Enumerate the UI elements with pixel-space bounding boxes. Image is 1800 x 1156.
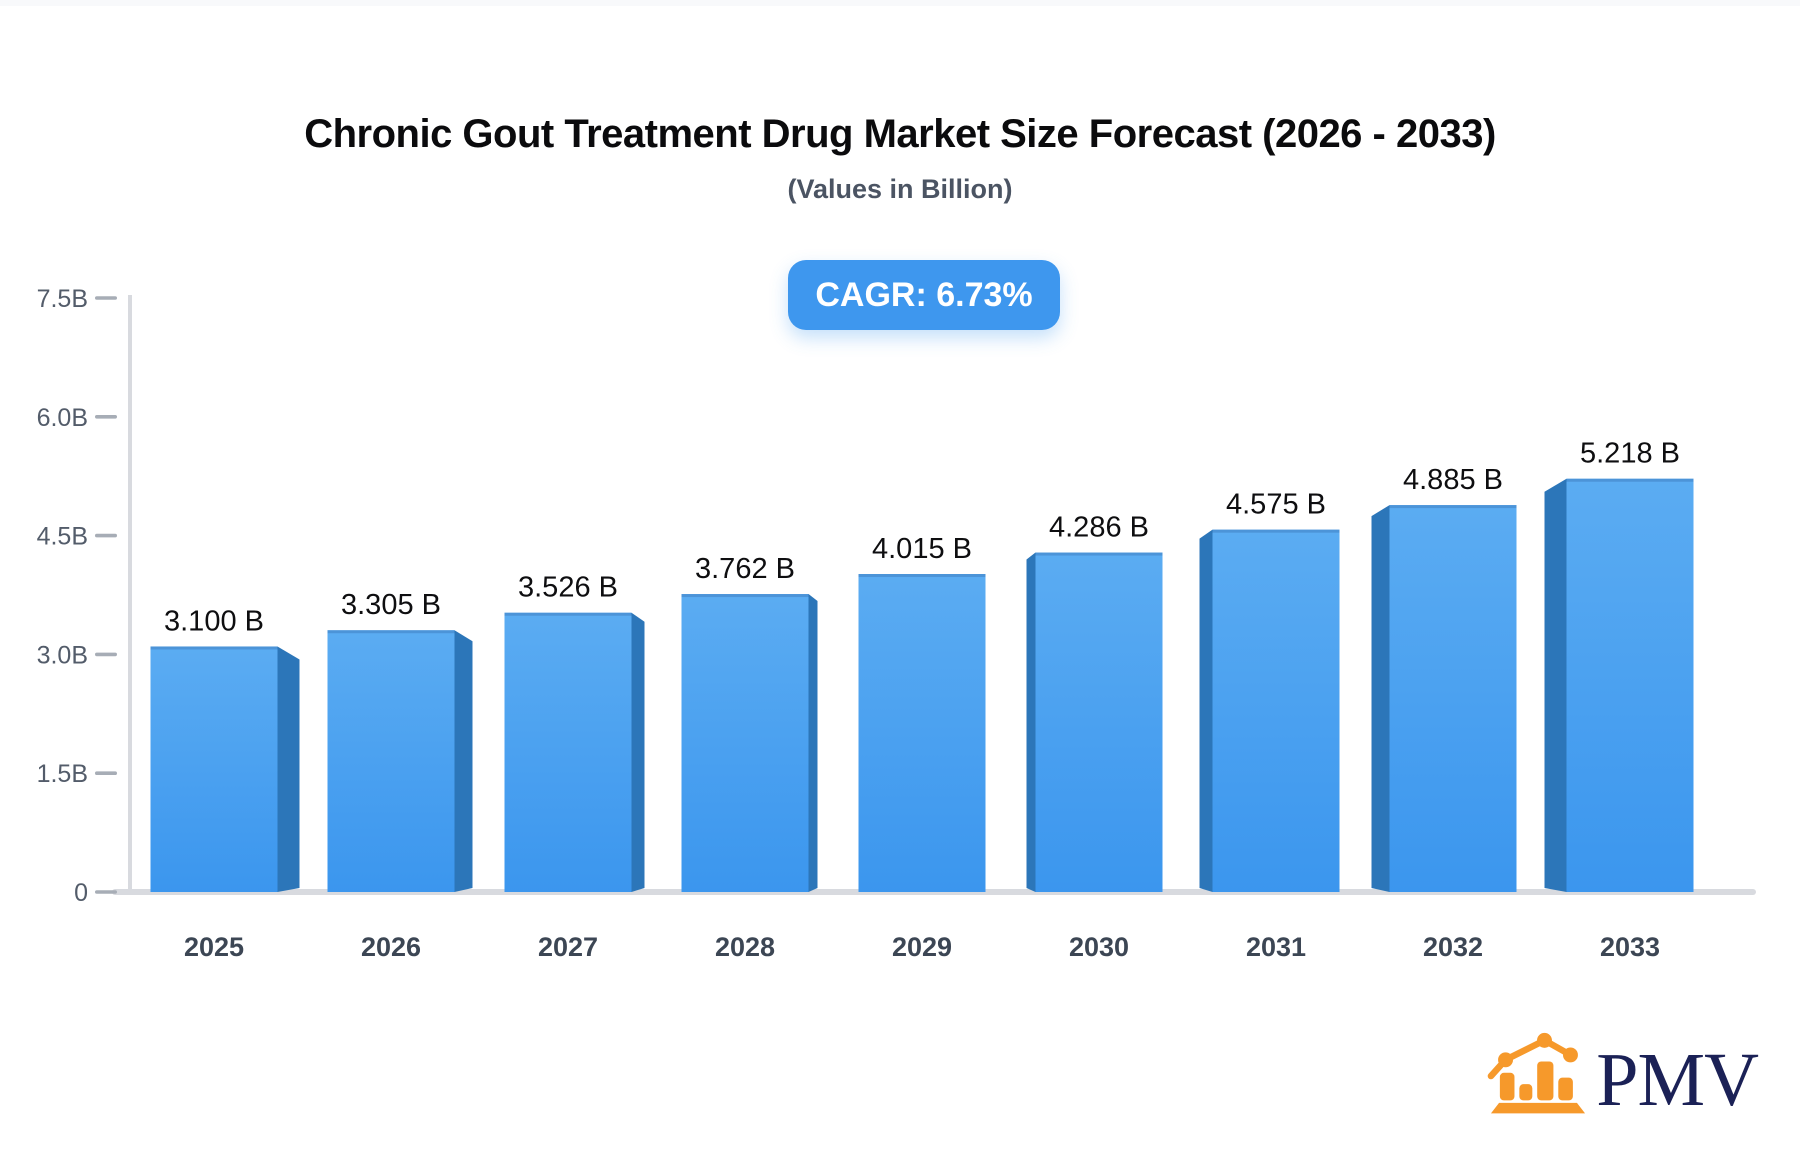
bar-side-face	[631, 612, 645, 892]
y-tick-mark	[95, 771, 117, 775]
pmv-logo-link[interactable]: PMV	[1486, 1032, 1759, 1122]
y-tick-mark	[95, 296, 117, 300]
bar-side-face	[1544, 478, 1567, 892]
bar-value-label: 5.218 B	[1580, 438, 1680, 470]
bar-side-face	[277, 646, 300, 892]
y-tick-mark	[95, 652, 117, 657]
bar-value-label: 4.575 B	[1226, 489, 1326, 521]
bar-side-face	[1199, 529, 1213, 892]
y-tick-label: 4.5B	[37, 523, 88, 551]
x-category-label: 2025	[184, 932, 244, 962]
bar-2029[interactable]: 4.015 B 2029	[858, 533, 986, 962]
page-subtitle: (Values in Billion)	[787, 174, 1013, 204]
bar-top-edge	[150, 646, 278, 650]
bar-value-label: 3.526 B	[518, 572, 618, 604]
bar-2025[interactable]: 3.100 B 2025	[150, 605, 300, 962]
x-category-label: 2032	[1423, 932, 1483, 962]
y-tick-label: 7.5B	[37, 285, 88, 313]
bar-value-label: 4.015 B	[872, 533, 972, 565]
y-tick-mark	[95, 533, 117, 538]
bar-side-face	[454, 630, 473, 892]
y-tick-label: 0	[74, 879, 88, 907]
y-tick-mark	[95, 415, 117, 419]
bar-side-face	[1371, 505, 1390, 892]
bar-face	[1212, 529, 1340, 892]
bar-value-label: 3.762 B	[695, 553, 795, 585]
bar-face	[327, 630, 455, 892]
bar-top-edge	[1389, 505, 1517, 509]
bar-face	[681, 594, 809, 892]
bar-2026[interactable]: 3.305 B 2026	[327, 589, 473, 962]
bar-top-edge	[1035, 552, 1163, 556]
x-category-label: 2026	[361, 932, 421, 962]
bar-top-edge	[327, 630, 455, 634]
y-tick-mark	[95, 890, 117, 894]
bar-face	[1389, 505, 1517, 892]
bar-side-face	[808, 594, 818, 892]
bar-top-edge	[681, 594, 809, 598]
x-category-label: 2030	[1069, 932, 1129, 962]
bar-value-label: 4.885 B	[1403, 464, 1503, 496]
bar-2033[interactable]: 5.218 B 2033	[1544, 438, 1694, 962]
y-axis-line	[128, 295, 132, 895]
forecast-bar-chart: 7.5B 6.0B 4.5B 3.0B 1.5B 0 3.100 B 2025 3.305 B 2…	[37, 285, 1756, 962]
bar-2032[interactable]: 4.885 B 2032	[1371, 464, 1517, 962]
x-category-label: 2031	[1246, 932, 1306, 962]
bar-2030[interactable]: 4.286 B 2030	[1026, 512, 1163, 962]
bar-face	[858, 574, 986, 892]
page-title: Chronic Gout Treatment Drug Market Size …	[304, 112, 1496, 156]
bar-chart-logo-icon	[1486, 1029, 1590, 1120]
bar-face	[150, 646, 278, 892]
bar-top-edge	[1212, 529, 1340, 533]
bar-2031[interactable]: 4.575 B 2031	[1199, 489, 1340, 962]
bar-value-label: 3.100 B	[164, 605, 264, 637]
x-category-label: 2033	[1600, 932, 1660, 962]
y-tick-label: 6.0B	[37, 404, 88, 432]
x-category-label: 2028	[715, 932, 775, 962]
bar-face	[1566, 478, 1694, 892]
bar-value-label: 3.305 B	[341, 589, 441, 621]
x-category-label: 2027	[538, 932, 598, 962]
y-tick-label: 3.0B	[37, 641, 88, 669]
bar-face	[504, 612, 632, 892]
y-tick-label: 1.5B	[37, 760, 88, 788]
bar-face	[1035, 552, 1163, 892]
bar-side-face	[1026, 552, 1036, 892]
bar-top-edge	[504, 612, 632, 616]
bar-top-edge	[1566, 478, 1694, 482]
bar-2028[interactable]: 3.762 B 2028	[681, 553, 818, 962]
cagr-badge: CAGR: 6.73%	[788, 260, 1060, 330]
bar-2027[interactable]: 3.526 B 2027	[504, 572, 645, 962]
bar-top-edge	[858, 574, 986, 578]
x-category-label: 2029	[892, 932, 952, 962]
bar-value-label: 4.286 B	[1049, 512, 1149, 544]
pmv-logo-text: PMV	[1596, 1038, 1759, 1122]
